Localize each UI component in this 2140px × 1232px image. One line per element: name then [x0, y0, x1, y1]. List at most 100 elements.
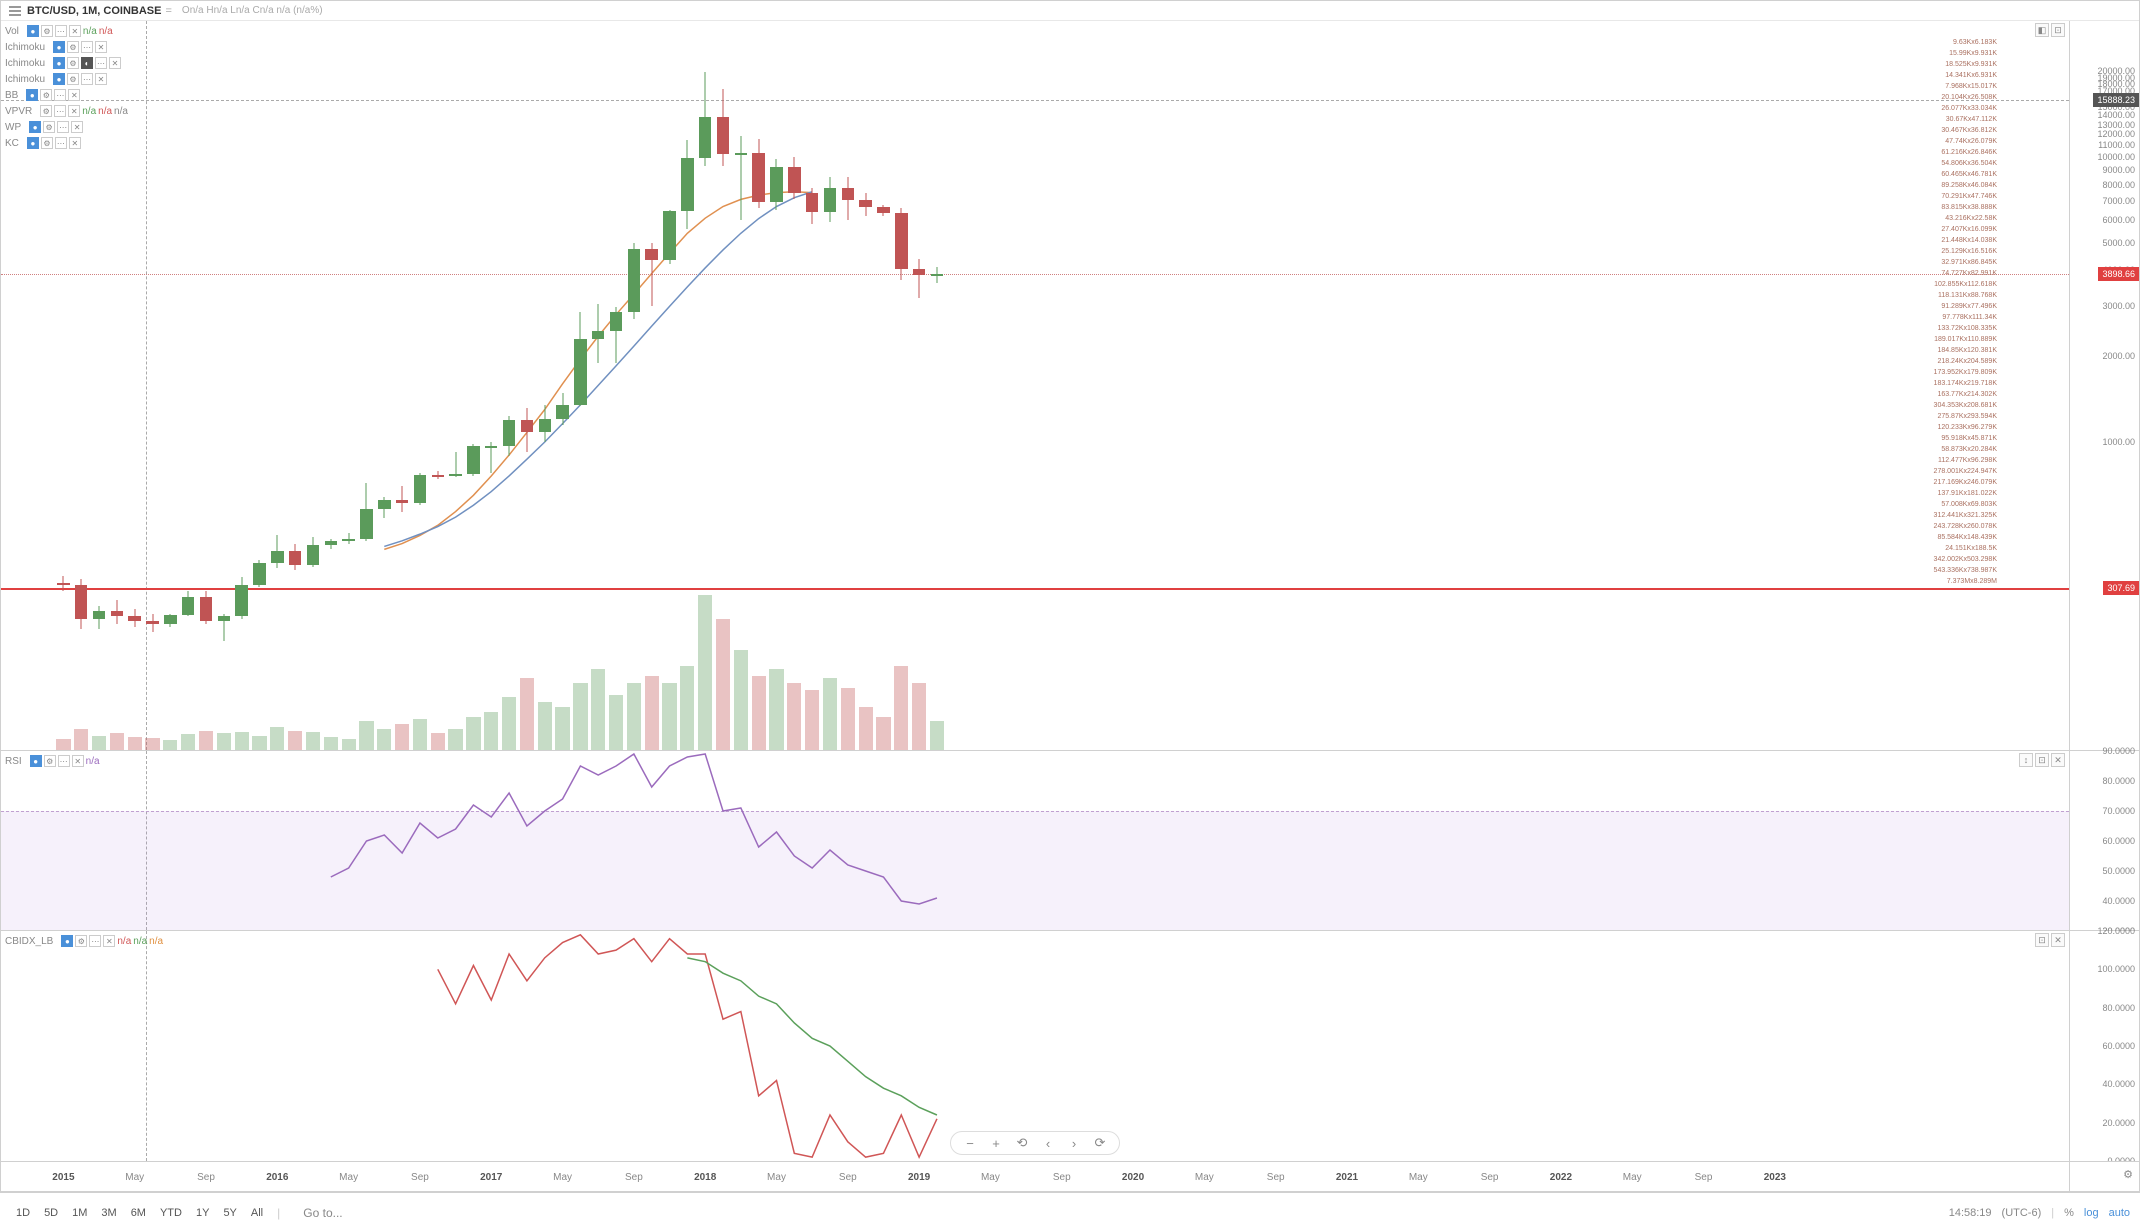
eye-icon[interactable]: ● [53, 41, 65, 53]
eye-icon[interactable]: ● [29, 121, 41, 133]
eye-icon[interactable]: ● [27, 25, 39, 37]
gear-icon[interactable]: ⚙ [2123, 1168, 2133, 1181]
vp-label: 60.465Kx46.781K [1941, 171, 1997, 182]
nav-btn[interactable]: + [987, 1134, 1005, 1152]
x-icon[interactable]: ✕ [68, 105, 80, 117]
nav-btn[interactable]: − [961, 1134, 979, 1152]
vp-label: 543.336Kx738.987K [1934, 567, 1997, 578]
gear-icon[interactable]: ⚙ [44, 755, 56, 767]
gear-icon[interactable]: ⚙ [40, 89, 52, 101]
dots-icon[interactable]: ⋯ [54, 89, 66, 101]
dark-icon[interactable]: ◐ [81, 57, 93, 69]
indicator-name: Ichimoku [5, 42, 45, 53]
candle [610, 21, 622, 727]
x-icon[interactable]: ✕ [103, 935, 115, 947]
range-ytd[interactable]: YTD [154, 1203, 188, 1223]
nav-btn[interactable]: › [1065, 1134, 1083, 1152]
gear-icon[interactable]: ⚙ [67, 73, 79, 85]
rsi-tick: 50.0000 [2102, 866, 2135, 876]
dots-icon[interactable]: ⋯ [89, 935, 101, 947]
x-icon[interactable]: ✕ [109, 57, 121, 69]
eye-icon[interactable]: ● [26, 89, 38, 101]
candle [752, 21, 764, 727]
gear-icon[interactable]: ⚙ [41, 25, 53, 37]
symbol-ticker: BTC/USD, 1M, COINBASE [27, 5, 161, 17]
x-icon[interactable]: ✕ [95, 41, 107, 53]
range-1y[interactable]: 1Y [190, 1203, 215, 1223]
candle [414, 21, 426, 727]
bottom-right: 14:58:19 (UTC-6) | % log auto [1949, 1207, 2130, 1219]
volume-bar [56, 739, 70, 750]
cbidx-axis[interactable]: 120.0000100.000080.000060.000040.000020.… [2069, 931, 2139, 1161]
hamburger-icon[interactable] [9, 6, 21, 16]
range-6m[interactable]: 6M [125, 1203, 152, 1223]
dots-icon[interactable]: ⋯ [55, 25, 67, 37]
range-1m[interactable]: 1M [66, 1203, 93, 1223]
vp-label: 95.918Kx45.871K [1941, 435, 1997, 446]
time-axis[interactable]: 2015MaySep2016MaySep2017MaySep2018MaySep… [1, 1161, 2139, 1191]
dots-icon[interactable]: ⋯ [95, 57, 107, 69]
vp-label: 102.855Kx112.618K [1934, 281, 1997, 292]
price-tick: 10000.00 [2097, 152, 2135, 162]
x-icon[interactable]: ✕ [71, 121, 83, 133]
x-icon[interactable]: ✕ [69, 25, 81, 37]
gear-icon[interactable]: ⚙ [40, 105, 52, 117]
cbidx-chart-area[interactable]: −+ ⟲ ‹ › ⟳ [1, 931, 2069, 1161]
axis-corner[interactable]: ⚙ [2069, 1162, 2139, 1191]
x-icon[interactable]: ✕ [72, 755, 84, 767]
timezone: (UTC-6) [2002, 1207, 2042, 1219]
dots-icon[interactable]: ⋯ [57, 121, 69, 133]
candle [307, 21, 319, 727]
vp-label: 57.008Kx69.803K [1941, 501, 1997, 512]
dots-icon[interactable]: ⋯ [81, 73, 93, 85]
eye-icon[interactable]: ● [53, 57, 65, 69]
rsi-chart-area[interactable] [1, 751, 2069, 930]
gear-icon[interactable]: ⚙ [43, 121, 55, 133]
pct-toggle[interactable]: % [2064, 1207, 2074, 1219]
range-5y[interactable]: 5Y [217, 1203, 242, 1223]
main-price-axis[interactable]: 20000.0019000.0018000.0017000.0015000.00… [2069, 21, 2139, 750]
gear-icon[interactable]: ⚙ [41, 137, 53, 149]
candle [645, 21, 657, 727]
candle [824, 21, 836, 727]
dots-icon[interactable]: ⋯ [54, 105, 66, 117]
gear-icon[interactable]: ⚙ [75, 935, 87, 947]
nav-btn[interactable]: ‹ [1039, 1134, 1057, 1152]
eye-icon[interactable]: ● [53, 73, 65, 85]
range-3m[interactable]: 3M [95, 1203, 122, 1223]
price-tick: 5000.00 [2102, 238, 2135, 248]
gear-icon[interactable]: ⚙ [67, 41, 79, 53]
log-toggle[interactable]: log [2084, 1207, 2099, 1219]
dots-icon[interactable]: ⋯ [81, 41, 93, 53]
rsi-tick: 40.0000 [2102, 896, 2135, 906]
time-ranges: 1D5D1M3M6MYTD1Y5YAll|Go to... [10, 1203, 343, 1223]
dots-icon[interactable]: ⋯ [58, 755, 70, 767]
auto-toggle[interactable]: auto [2109, 1207, 2130, 1219]
vp-label: 85.584Kx148.439K [1937, 534, 1997, 545]
volume-bar [110, 733, 124, 750]
range-1d[interactable]: 1D [10, 1203, 36, 1223]
indicator-name: BB [5, 90, 18, 101]
vp-label: 7.968Kx15.017K [1945, 83, 1997, 94]
x-icon[interactable]: ✕ [95, 73, 107, 85]
range-all[interactable]: All [245, 1203, 269, 1223]
eye-icon[interactable]: ● [30, 755, 42, 767]
rsi-axis[interactable]: 90.000080.000070.000060.000050.000040.00… [2069, 751, 2139, 930]
dots-icon[interactable]: ⋯ [55, 137, 67, 149]
x-icon[interactable]: ✕ [69, 137, 81, 149]
gear-icon[interactable]: ⚙ [67, 57, 79, 69]
nav-btn[interactable]: ⟳ [1091, 1134, 1109, 1152]
volume-bar [92, 736, 106, 750]
volume-bar [288, 731, 302, 750]
eye-icon[interactable]: ● [61, 935, 73, 947]
eye-icon[interactable]: ● [27, 137, 39, 149]
nav-btn[interactable]: ⟲ [1013, 1134, 1031, 1152]
main-chart-area[interactable]: 9.63Kx6.183K15.99Kx9.931K18.525Kx9.931K1… [1, 21, 2069, 750]
cbidx-svg [1, 931, 2069, 1161]
vp-label: 54.806Kx36.504K [1941, 160, 1997, 171]
x-icon[interactable]: ✕ [68, 89, 80, 101]
goto-button[interactable]: Go to... [303, 1206, 342, 1220]
rsi-tick: 90.0000 [2102, 746, 2135, 756]
range-5d[interactable]: 5D [38, 1203, 64, 1223]
volume-bar [163, 740, 177, 750]
